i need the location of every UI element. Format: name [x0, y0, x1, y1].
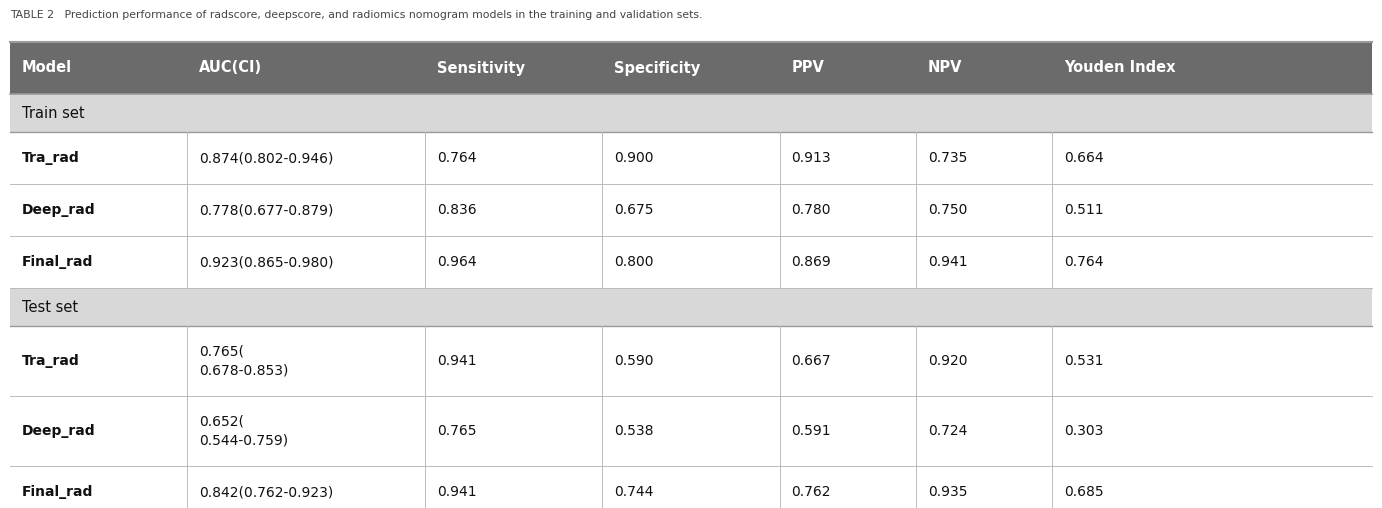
Text: 0.842(0.762-0.923): 0.842(0.762-0.923)	[199, 485, 333, 499]
Bar	[10, 396, 1372, 466]
Text: 0.778(0.677-0.879): 0.778(0.677-0.879)	[199, 203, 333, 217]
Text: 0.685: 0.685	[1064, 485, 1104, 499]
Text: 0.941: 0.941	[927, 255, 967, 269]
Text: Train set: Train set	[22, 106, 84, 120]
Text: 0.724: 0.724	[927, 424, 967, 438]
Text: Tra_rad: Tra_rad	[22, 151, 80, 165]
Text: 0.511: 0.511	[1064, 203, 1104, 217]
Text: 0.675: 0.675	[615, 203, 654, 217]
Text: 0.935: 0.935	[927, 485, 967, 499]
Text: 0.764: 0.764	[438, 151, 477, 165]
Text: Deep_rad: Deep_rad	[22, 203, 95, 217]
Bar	[10, 94, 1372, 132]
Text: 0.744: 0.744	[615, 485, 654, 499]
Text: 0.664: 0.664	[1064, 151, 1104, 165]
Text: PPV: PPV	[792, 60, 825, 76]
Bar	[10, 326, 1372, 396]
Text: Model: Model	[22, 60, 72, 76]
Bar	[10, 288, 1372, 326]
Text: 0.920: 0.920	[927, 354, 967, 368]
Text: 0.780: 0.780	[792, 203, 831, 217]
Bar	[10, 132, 1372, 184]
Text: 0.764: 0.764	[1064, 255, 1103, 269]
Text: 0.590: 0.590	[615, 354, 654, 368]
Bar	[10, 184, 1372, 236]
Text: 0.591: 0.591	[792, 424, 831, 438]
Text: AUC(CI): AUC(CI)	[199, 60, 263, 76]
Text: 0.913: 0.913	[792, 151, 831, 165]
Text: Sensitivity: Sensitivity	[438, 60, 525, 76]
Text: Youden Index: Youden Index	[1064, 60, 1176, 76]
Text: Test set: Test set	[22, 300, 79, 314]
Text: NPV: NPV	[927, 60, 962, 76]
Text: 0.941: 0.941	[438, 485, 477, 499]
Text: 0.923(0.865-0.980): 0.923(0.865-0.980)	[199, 255, 333, 269]
Text: TABLE 2   Prediction performance of radscore, deepscore, and radiomics nomogram : TABLE 2 Prediction performance of radsco…	[10, 10, 702, 20]
Text: 0.652(
0.544-0.759): 0.652( 0.544-0.759)	[199, 415, 289, 447]
Text: 0.750: 0.750	[927, 203, 967, 217]
Text: 0.538: 0.538	[615, 424, 654, 438]
Text: Specificity: Specificity	[615, 60, 701, 76]
Text: 0.900: 0.900	[615, 151, 654, 165]
Text: Final_rad: Final_rad	[22, 485, 94, 499]
Text: 0.303: 0.303	[1064, 424, 1103, 438]
Text: 0.667: 0.667	[792, 354, 831, 368]
Bar	[10, 466, 1372, 508]
Text: 0.765(
0.678-0.853): 0.765( 0.678-0.853)	[199, 345, 289, 377]
Text: 0.800: 0.800	[615, 255, 654, 269]
Text: 0.531: 0.531	[1064, 354, 1103, 368]
Bar	[10, 236, 1372, 288]
Text: 0.941: 0.941	[438, 354, 477, 368]
Text: 0.762: 0.762	[792, 485, 831, 499]
Text: 0.765: 0.765	[438, 424, 477, 438]
Text: Deep_rad: Deep_rad	[22, 424, 95, 438]
Text: 0.869: 0.869	[792, 255, 832, 269]
Bar	[10, 42, 1372, 94]
Text: 0.836: 0.836	[438, 203, 477, 217]
Text: 0.964: 0.964	[438, 255, 477, 269]
Text: Tra_rad: Tra_rad	[22, 354, 80, 368]
Text: Final_rad: Final_rad	[22, 255, 94, 269]
Text: 0.735: 0.735	[927, 151, 967, 165]
Text: 0.874(0.802-0.946): 0.874(0.802-0.946)	[199, 151, 333, 165]
